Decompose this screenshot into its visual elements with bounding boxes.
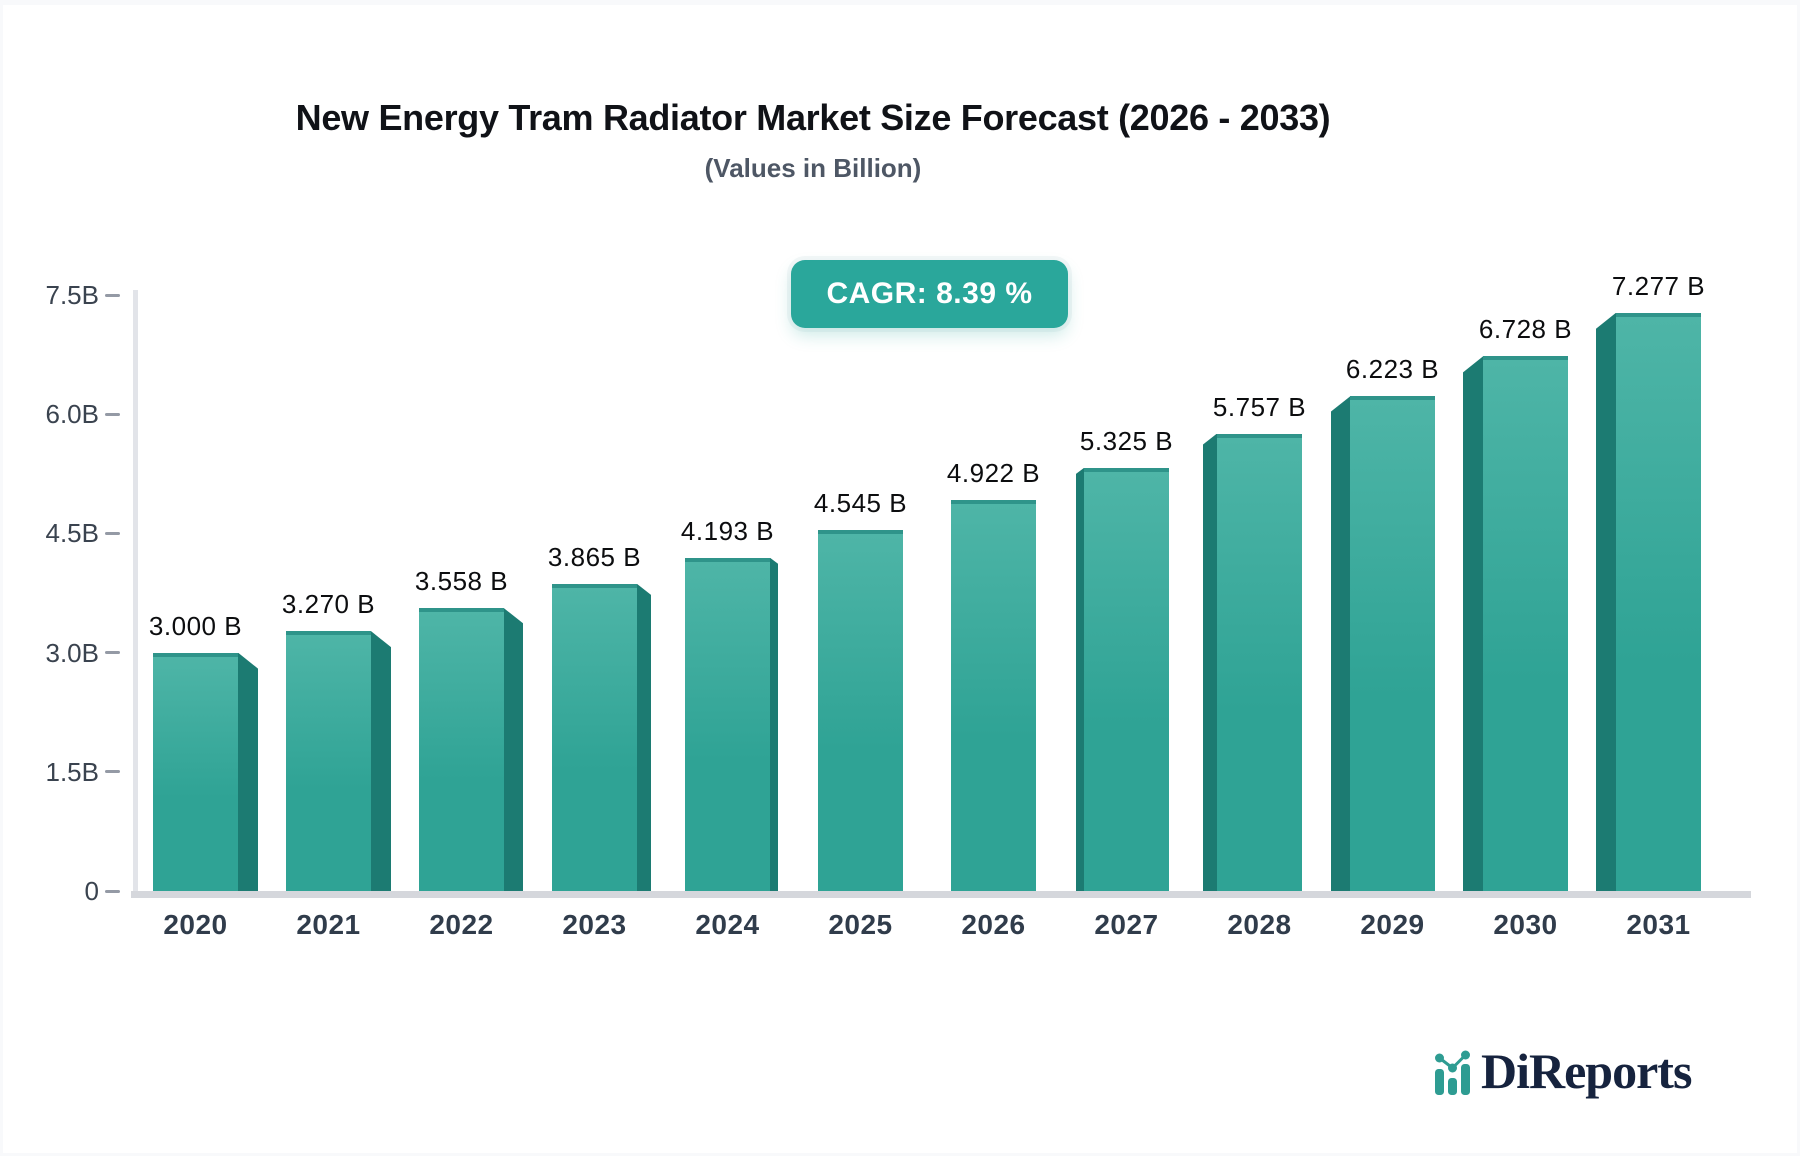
logo-text: DiReports [1481,1043,1692,1099]
bar-2022 [419,608,504,891]
x-tick-label-2021: 2021 [296,909,361,940]
x-tick-label-2025: 2025 [828,909,893,940]
y-tick-label: 1.5B [45,756,100,787]
x-axis-baseline [131,891,1751,898]
x-tick-label-2024: 2024 [695,909,760,940]
bar-side-face [371,631,391,891]
bar-value-label: 5.325 B [1079,425,1174,456]
y-tick-label: 3.0B [45,637,100,668]
bar-side-face [1076,467,1084,891]
bar-value-label: 4.193 B [680,515,775,546]
y-tick-label: 7.5B [45,280,100,310]
bar-chart-plot: 0 1.5B 3.0B 4.5B 6.0B 7.5B 3.000 B 2020 3.270 B 2… [3,5,1797,1153]
bar-side-face [1596,312,1616,891]
bar-value-label: 7.277 B [1611,270,1706,301]
bar-value-label: 5.757 B [1212,391,1307,422]
x-tick-label-2030: 2030 [1493,909,1558,940]
y-tick-dash [105,293,120,297]
y-tick-dash [105,889,120,893]
bar-side-face [770,557,778,891]
bar-value-label: 4.922 B [946,457,1041,488]
bar-2023 [552,583,637,891]
bar-2026 [951,499,1036,891]
bar-side-face [1331,396,1350,891]
bar-2028 [1217,433,1302,891]
y-tick-dash [105,651,120,655]
bar-2021 [286,631,371,891]
bar-value-label: 3.270 B [281,589,376,620]
bar-value-label: 3.558 B [414,566,509,597]
y-tick-label: 0 [84,876,99,906]
cagr-badge: CAGR: 8.39 % [791,260,1068,328]
x-tick-label-2029: 2029 [1360,909,1425,940]
x-tick-label-2026: 2026 [961,909,1026,940]
y-axis-line [133,290,138,898]
bar-side-face [1203,433,1217,891]
bar-2020 [153,652,238,891]
bar-value-label: 6.223 B [1345,354,1440,385]
y-tick-label: 4.5B [45,518,100,549]
bar-2029 [1350,396,1435,891]
bar-value-label: 4.545 B [813,487,908,518]
mini-bar-line-chart-icon [1435,1050,1470,1095]
chart-subtitle: (Values in Billion) [704,153,922,183]
cagr-badge-label: CAGR: 8.39 % [826,277,1033,310]
y-tick-label: 6.0B [45,399,100,430]
direports-logo: DiReports [1433,1041,1692,1099]
x-tick-label-2027: 2027 [1094,909,1159,940]
bar-value-label: 3.000 B [148,610,243,641]
chart-title: New Energy Tram Radiator Market Size For… [295,97,1331,138]
bar-value-label: 3.865 B [547,541,642,572]
bar-2027 [1084,467,1169,891]
x-tick-label-2020: 2020 [163,909,228,940]
bar-side-face [238,652,258,891]
x-tick-label-2023: 2023 [562,909,627,940]
bar-2024 [685,557,770,891]
x-tick-label-2028: 2028 [1227,909,1292,940]
x-tick-label-2031: 2031 [1626,909,1691,940]
y-tick-dash [105,770,120,774]
bar-2031 [1616,312,1701,891]
bar-value-label: 6.728 B [1478,314,1573,345]
bar-2030 [1483,356,1568,891]
bar-side-face [504,608,523,891]
y-tick-dash [105,531,120,535]
y-tick-dash [105,412,120,416]
bar-side-face [1463,356,1483,891]
bar-2025 [818,529,903,891]
bar-side-face [637,583,651,891]
x-tick-label-2022: 2022 [429,909,494,940]
